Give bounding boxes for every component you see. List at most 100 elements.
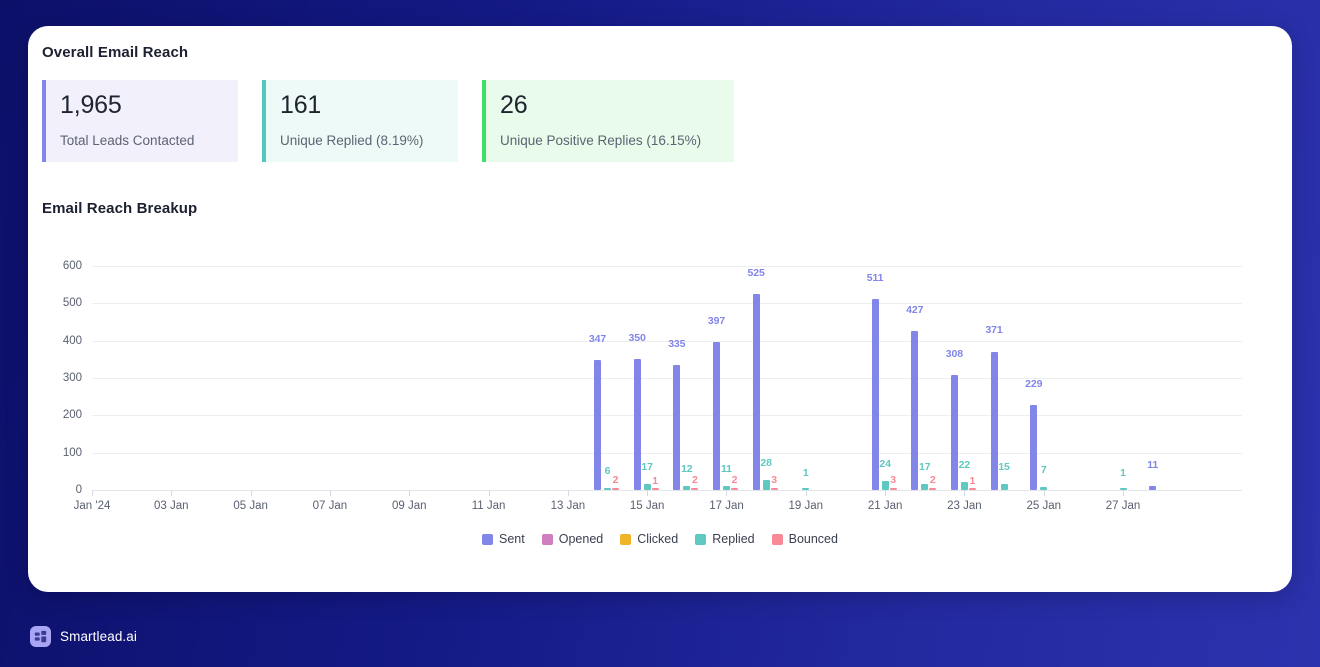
legend-label: Sent: [499, 532, 525, 546]
bar-replied-day-19[interactable]: [802, 488, 810, 490]
x-axis-tick: 11 Jan: [471, 500, 506, 512]
data-label-bounced-day-22: 2: [929, 474, 936, 487]
legend-swatch-icon: [482, 533, 494, 545]
bar-replied-day-21[interactable]: [881, 481, 889, 490]
data-label-bounced-day-17: 2: [731, 474, 738, 487]
legend-item-clicked[interactable]: Clicked: [620, 532, 678, 546]
bar-sent-day-28[interactable]: [1149, 485, 1157, 490]
bar-sent-day-22[interactable]: [911, 330, 919, 490]
bar-sent-day-18[interactable]: [752, 294, 760, 490]
x-tick-mark: [647, 490, 649, 496]
legend-label: Opened: [558, 532, 604, 546]
data-label-replied-day-14: 6: [604, 464, 611, 477]
data-label-replied-day-17: 11: [721, 462, 732, 475]
x-tick-mark: [171, 490, 173, 496]
chart-title: Email Reach Breakup: [42, 200, 198, 217]
y-axis-tick: 0: [75, 484, 82, 496]
bar-bounced-day-21[interactable]: [889, 488, 897, 490]
bar-bounced-day-16[interactable]: [691, 488, 699, 490]
data-label-replied-day-24: 15: [998, 461, 1010, 474]
bar-replied-day-15[interactable]: [643, 483, 651, 490]
x-tick-mark: [92, 490, 93, 496]
legend-label: Clicked: [637, 532, 679, 546]
data-label-sent-day-15: 350: [628, 332, 646, 345]
legend-swatch-icon: [771, 533, 783, 545]
gridline-600: [92, 266, 1242, 267]
stat-cards-row: 1,965 Total Leads Contacted 161 Unique Repl…: [42, 80, 734, 162]
bar-sent-day-25[interactable]: [1030, 404, 1038, 490]
legend-item-replied[interactable]: Replied: [695, 532, 755, 546]
x-axis-tick: 25 Jan: [1026, 500, 1061, 512]
x-tick-mark: [964, 490, 966, 496]
stat-card-0: 1,965 Total Leads Contacted: [42, 80, 238, 162]
bar-replied-day-27[interactable]: [1119, 488, 1127, 490]
bar-sent-day-23[interactable]: [950, 375, 958, 490]
bar-sent-day-21[interactable]: [871, 299, 879, 490]
x-axis-tick: 23 Jan: [947, 500, 982, 512]
bar-replied-day-14[interactable]: [604, 487, 612, 490]
x-axis-tick: 15 Jan: [629, 500, 665, 512]
chart-x-axis: Jan '24 03 Jan 05 Jan 07 Jan 09 Jan 11 Jan 13 …: [74, 490, 1242, 520]
data-label-sent-day-23: 308: [945, 348, 964, 360]
legend-swatch-icon: [620, 533, 632, 545]
brand-name: Smartlead.ai: [60, 629, 137, 644]
stat-card-2: 26 Unique Positive Replies (16.15%): [482, 80, 734, 162]
data-label-replied-day-15: 17: [641, 460, 653, 473]
y-axis-tick: 300: [62, 372, 82, 384]
legend-item-sent[interactable]: Sent: [482, 532, 525, 546]
bar-bounced-day-23[interactable]: [968, 488, 976, 490]
bar-sent-day-16[interactable]: [673, 364, 681, 490]
bar-replied-day-17[interactable]: [722, 485, 730, 490]
stat-label: Unique Replied (8.19%): [280, 133, 424, 148]
bar-bounced-day-17[interactable]: [730, 488, 738, 490]
data-label-sent-day-28: 11: [1147, 458, 1159, 471]
chart-plot-area: 0 100 200 300 400 500 600 347 350 335 397 525 511 427…: [63, 260, 1242, 496]
legend-item-bounced[interactable]: Bounced: [771, 532, 838, 546]
email-reach-card: Overall Email Reach 1,965 Total Leads Con…: [28, 26, 1292, 592]
bar-replied-day-22[interactable]: [921, 483, 929, 490]
bar-bounced-day-15[interactable]: [651, 488, 659, 490]
bar-sent-day-17[interactable]: [712, 341, 720, 490]
bar-replied-day-16[interactable]: [683, 485, 691, 490]
bar-sent-day-24[interactable]: [990, 351, 998, 490]
bar-replied-day-24[interactable]: [1000, 484, 1008, 490]
bar-replied-day-18[interactable]: [762, 479, 770, 490]
stat-value: 26: [500, 91, 528, 119]
stat-label: Total Leads Contacted: [60, 133, 195, 148]
smartlead-logo-icon: [30, 626, 51, 647]
data-label-sent-day-22: 427: [906, 303, 924, 316]
data-label-bounced-day-14: 2: [612, 474, 619, 487]
data-label-sent-day-17: 397: [707, 314, 726, 327]
stat-label: Unique Positive Replies (16.15%): [500, 133, 702, 148]
data-label-replied-day-21: 24: [879, 458, 891, 471]
data-label-bounced-day-21: 3: [890, 473, 896, 486]
x-axis-tick: 27 Jan: [1105, 500, 1141, 512]
bar-bounced-day-18[interactable]: [770, 488, 778, 490]
legend-label: Replied: [712, 532, 755, 546]
y-axis-tick: 200: [62, 409, 82, 422]
data-label-bounced-day-16: 2: [691, 474, 698, 487]
x-axis-tick: 19 Jan: [788, 500, 824, 512]
data-label-bounced-day-23: 1: [969, 474, 976, 487]
bar-replied-day-23[interactable]: [960, 481, 968, 490]
bar-bounced-day-14[interactable]: [612, 488, 620, 490]
data-label-sent-day-18: 525: [747, 267, 765, 279]
x-axis-tick: 07 Jan: [312, 500, 348, 512]
bar-sent-day-15[interactable]: [633, 359, 641, 490]
page-title: Overall Email Reach: [42, 44, 189, 61]
gridline-500: [92, 303, 1242, 305]
y-axis-tick: 500: [62, 297, 82, 310]
data-label-replied-day-19: 1: [802, 466, 809, 479]
x-axis-tick: 21 Jan: [867, 500, 903, 512]
chart-legend: Sent Opened Clicked Replied Bounced: [28, 532, 1292, 546]
legend-item-opened[interactable]: Opened: [541, 532, 604, 546]
y-axis-tick: 100: [62, 446, 82, 459]
bar-replied-day-25[interactable]: [1040, 487, 1048, 490]
x-axis-tick: Jan '24: [73, 500, 111, 512]
gridline-400: [92, 340, 1242, 342]
data-label-bounced-day-15: 1: [652, 474, 659, 487]
bar-sent-day-14[interactable]: [594, 360, 602, 490]
bar-bounced-day-22[interactable]: [929, 488, 937, 490]
data-label-replied-day-23: 22: [958, 458, 971, 471]
y-axis-tick: 600: [62, 260, 82, 272]
